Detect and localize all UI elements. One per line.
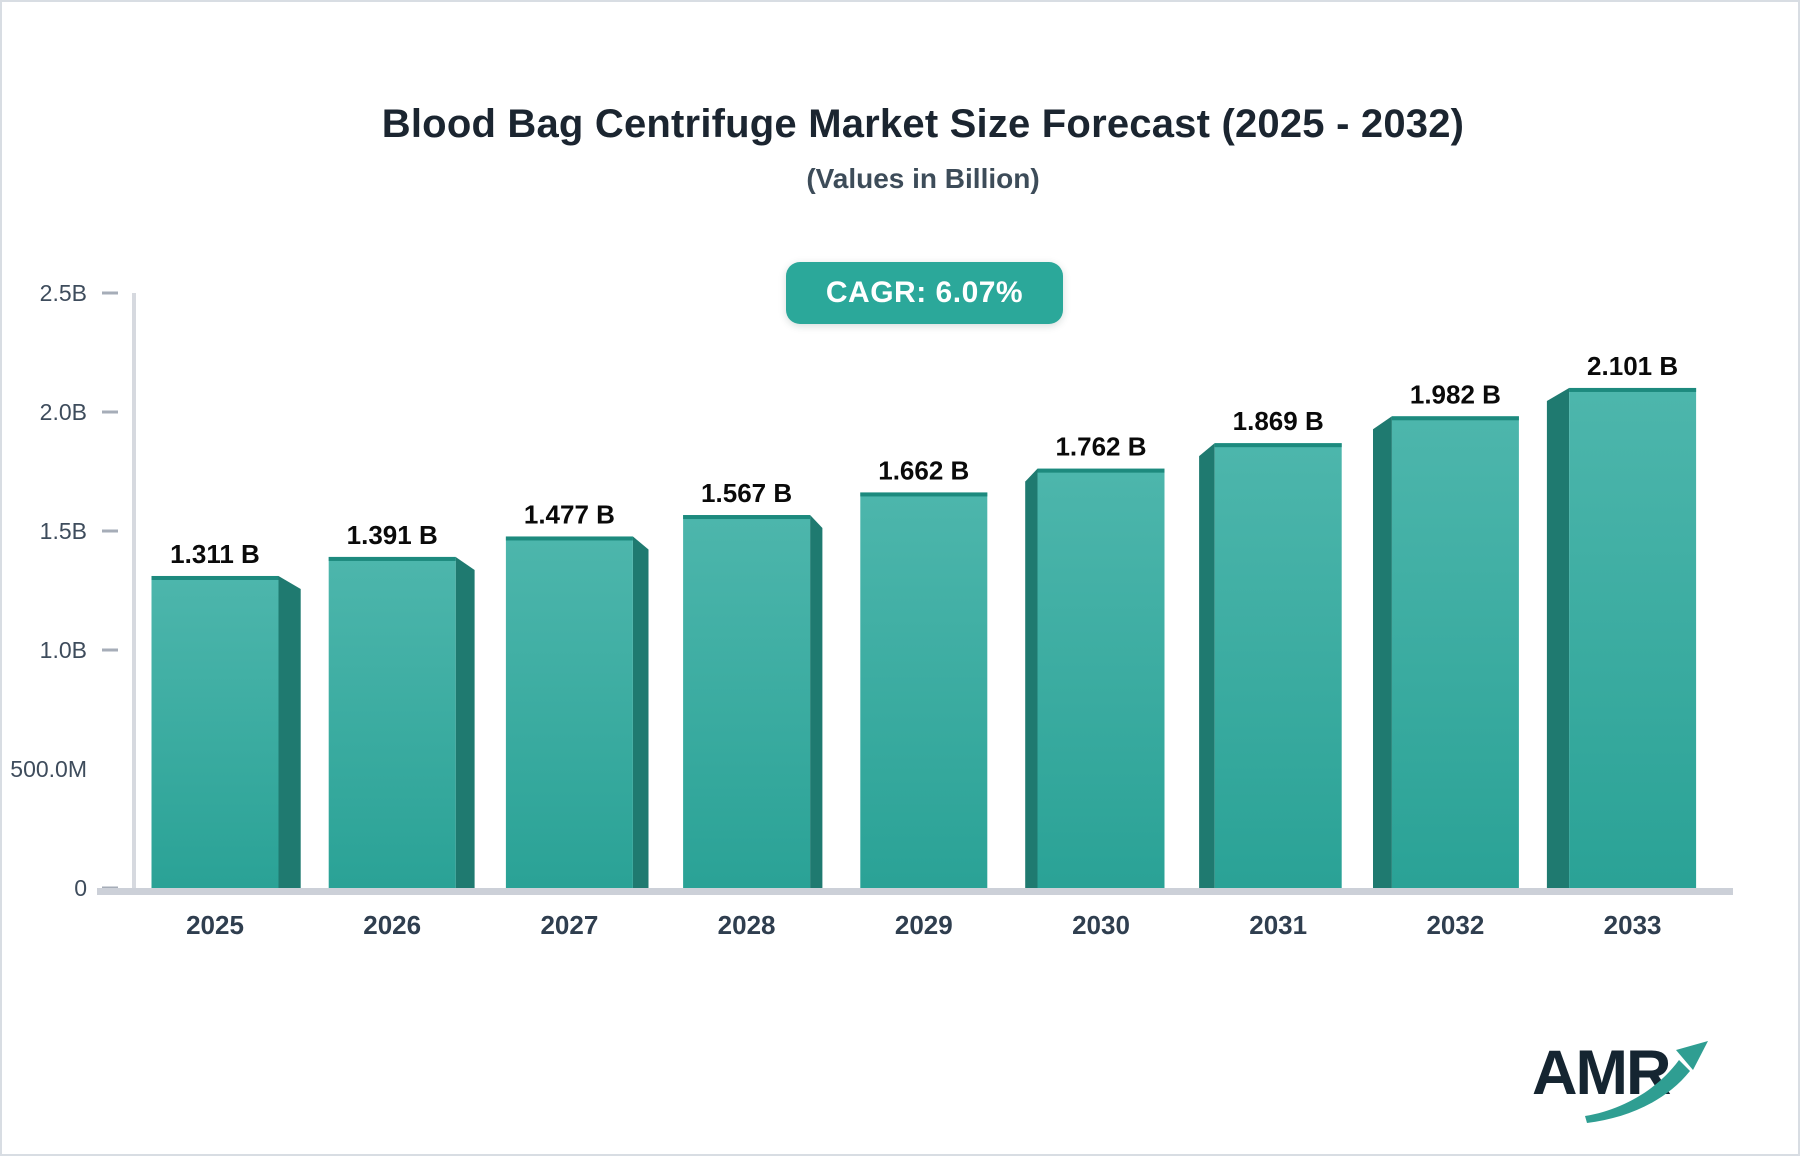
- bar-side-face: [1199, 443, 1215, 888]
- bar-top-edge: [860, 492, 988, 497]
- bar-value-label: 1.662 B: [878, 455, 969, 485]
- x-axis-label: 2033: [1604, 910, 1662, 940]
- bar-value-label: 1.869 B: [1233, 406, 1324, 436]
- brand-logo: AMR: [1532, 1038, 1708, 1123]
- bar-group-2026: 1.391 B 2026: [328, 520, 475, 940]
- bar-top-edge: [1037, 468, 1165, 473]
- x-axis-baseline: [97, 888, 1733, 895]
- x-axis-label: 2029: [895, 910, 953, 940]
- bar-side-face: [455, 556, 475, 888]
- bar-group-2031: 1.869 B 2031: [1199, 406, 1342, 940]
- x-axis-label: 2027: [540, 910, 598, 940]
- bar-front-face: [1391, 416, 1519, 888]
- bar-top-edge: [683, 515, 811, 520]
- bar-group-2027: 1.477 B 2027: [505, 499, 649, 940]
- x-axis-label: 2030: [1072, 910, 1130, 940]
- bar-top-edge: [328, 556, 456, 561]
- bar-group-2030: 1.762 B 2030: [1025, 432, 1165, 940]
- bar-top-edge: [505, 536, 633, 541]
- y-axis-label: 2.5B: [40, 280, 87, 306]
- growth-arrowhead-icon: [1676, 1041, 1708, 1070]
- bar-top-edge: [1569, 387, 1697, 392]
- bar-value-label: 2.101 B: [1587, 351, 1678, 381]
- cagr-badge: CAGR: 6.07%: [786, 262, 1063, 324]
- bar-top-edge: [1391, 416, 1519, 421]
- bar-value-label: 1.477 B: [524, 499, 615, 529]
- y-axis-label: 2.0B: [40, 399, 87, 425]
- bar-value-label: 1.311 B: [170, 539, 260, 569]
- bar-top-edge: [1214, 443, 1342, 448]
- bar-front-face: [505, 536, 633, 888]
- bar-value-label: 1.762 B: [1055, 432, 1146, 462]
- chart-subtitle: (Values in Billion): [806, 163, 1040, 194]
- bar-top-edge: [151, 575, 279, 580]
- bar-group-2033: 2.101 B 2033: [1546, 351, 1697, 940]
- bar-front-face: [1569, 387, 1697, 888]
- y-axis-label: 0: [74, 875, 87, 901]
- x-axis-label: 2031: [1249, 910, 1307, 940]
- bar-group-2025: 1.311 B 2025: [151, 539, 301, 940]
- bar-group-2032: 1.982 B 2032: [1373, 379, 1519, 940]
- bar-side-face: [1546, 387, 1570, 888]
- x-axis-label: 2032: [1426, 910, 1484, 940]
- y-axis-tick: [102, 291, 118, 295]
- bar-front-face: [1037, 468, 1165, 888]
- y-axis-label: 1.0B: [40, 637, 87, 663]
- y-axis-label: 500.0M: [10, 756, 87, 782]
- y-axis-tick: [102, 529, 118, 533]
- bar-group-2029: 1.662 B 2029: [860, 455, 988, 940]
- cagr-label: CAGR: 6.07%: [825, 276, 1024, 309]
- bar-side-face: [1373, 416, 1392, 888]
- bar-value-label: 1.391 B: [347, 520, 438, 550]
- bar-value-label: 1.567 B: [701, 478, 792, 508]
- bar-group-2028: 1.567 B 2028: [683, 478, 823, 940]
- chart-title: Blood Bag Centrifuge Market Size Forecas…: [381, 102, 1465, 146]
- y-axis-line: [132, 293, 136, 891]
- bar-side-face: [278, 575, 301, 888]
- x-axis-label: 2025: [186, 910, 244, 940]
- y-axis-label: 1.5B: [40, 518, 87, 544]
- bar-side-face: [810, 515, 823, 888]
- x-axis-label: 2028: [718, 910, 776, 940]
- bar-front-face: [683, 515, 811, 888]
- bar-front-face: [1214, 443, 1342, 888]
- bar-side-face: [632, 536, 649, 888]
- x-axis-label: 2026: [363, 910, 421, 940]
- bar-side-face: [1025, 468, 1038, 888]
- y-axis-tick: [102, 410, 118, 414]
- y-axis-tick: [102, 648, 118, 652]
- growth-arrow-icon: [1585, 1060, 1690, 1123]
- bar-front-face: [151, 575, 279, 888]
- bar-value-label: 1.982 B: [1410, 379, 1501, 409]
- chart-header: Blood Bag Centrifuge Market Size Forecas…: [44, 102, 1798, 195]
- bar-front-face: [328, 556, 456, 888]
- bar-front-face: [860, 492, 988, 888]
